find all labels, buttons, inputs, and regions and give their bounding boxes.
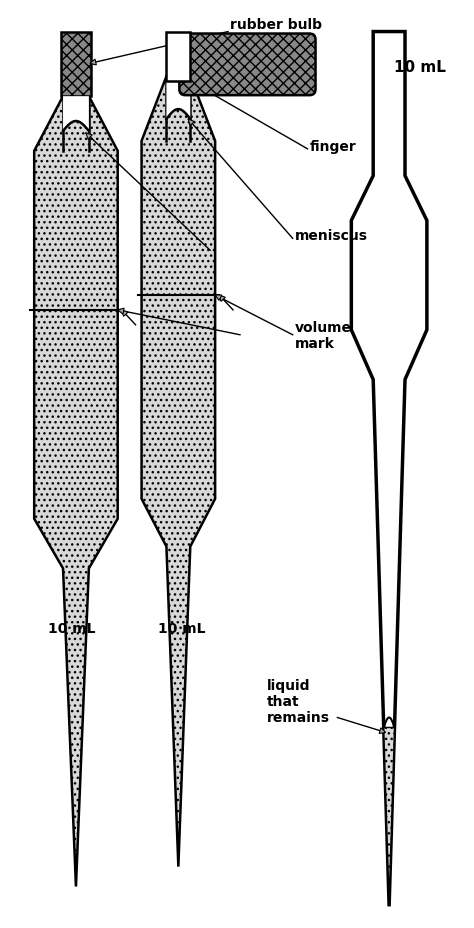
Text: 10 mL: 10 mL	[394, 59, 446, 75]
Polygon shape	[142, 77, 215, 867]
Polygon shape	[166, 77, 190, 120]
Bar	[166, 32, 190, 83]
Text: rubber bulb: rubber bulb	[230, 18, 322, 32]
Polygon shape	[34, 97, 118, 886]
Text: volume
mark: volume mark	[295, 320, 352, 351]
Text: 10 mL: 10 mL	[158, 622, 206, 636]
Polygon shape	[215, 296, 222, 301]
Polygon shape	[118, 309, 124, 315]
Text: meniscus: meniscus	[295, 229, 368, 243]
Polygon shape	[190, 83, 197, 88]
FancyBboxPatch shape	[179, 34, 316, 97]
Polygon shape	[86, 134, 92, 140]
Text: liquid
that
remains: liquid that remains	[267, 678, 330, 725]
Text: finger: finger	[310, 140, 356, 154]
Polygon shape	[122, 311, 128, 317]
Polygon shape	[383, 728, 394, 901]
Polygon shape	[188, 120, 194, 126]
Bar	[61, 32, 91, 97]
Polygon shape	[90, 60, 96, 66]
Polygon shape	[351, 32, 427, 907]
Text: 10 mL: 10 mL	[48, 622, 96, 636]
Polygon shape	[219, 296, 225, 302]
Polygon shape	[379, 728, 386, 734]
Polygon shape	[63, 97, 89, 132]
